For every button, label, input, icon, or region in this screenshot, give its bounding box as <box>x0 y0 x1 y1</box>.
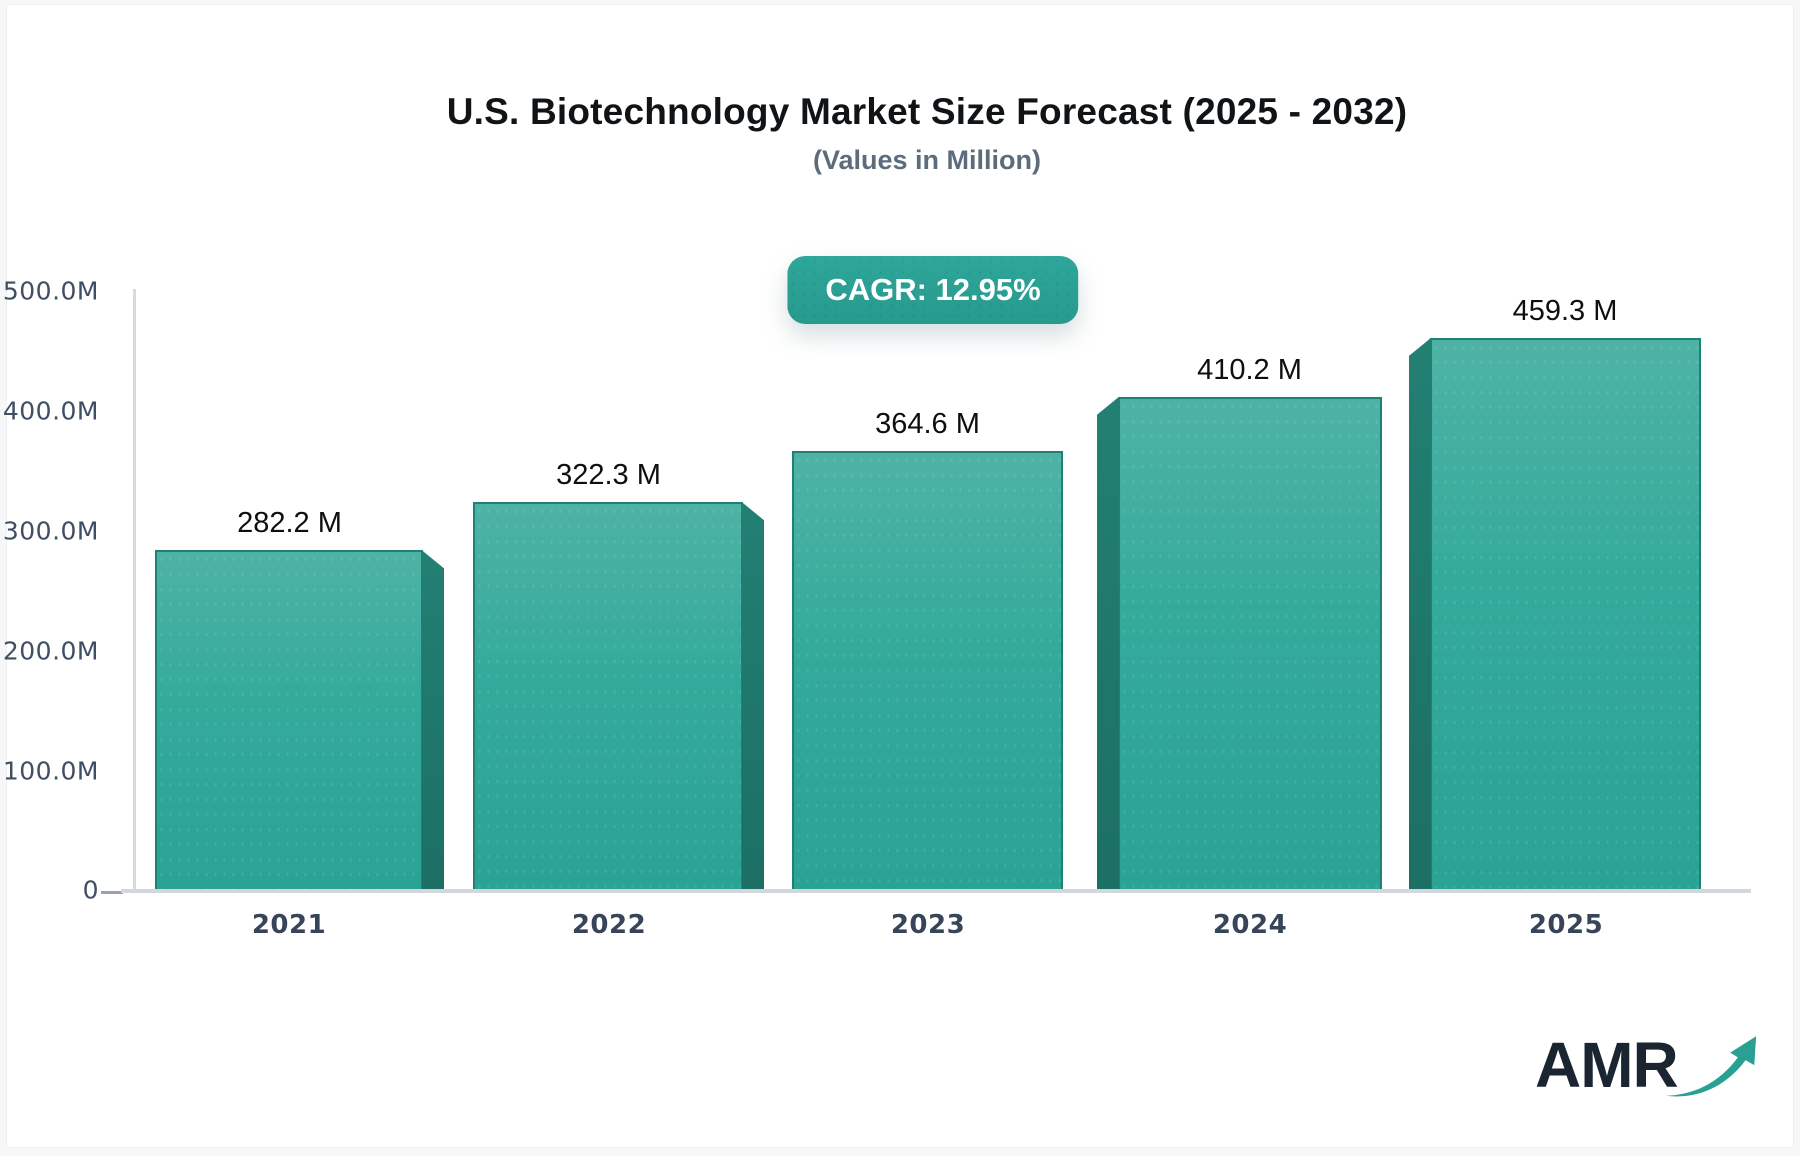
bar-group-2023: 364.6 M <box>792 289 1063 889</box>
bar-face <box>155 550 423 889</box>
chart-canvas: U.S. Biotechnology Market Size Forecast … <box>3 4 1794 1148</box>
bar-value-label: 459.3 M <box>1512 294 1618 327</box>
y-axis-tick-labels: 500.0M 400.0M 300.0M 200.0M 100.0M 0 <box>3 277 99 905</box>
bar-2021: 282.2 M <box>155 507 444 889</box>
zero-tick-mark <box>101 891 123 894</box>
bar-2023: 364.6 M <box>792 408 1063 889</box>
bar-2022: 322.3 M <box>473 459 764 889</box>
x-tick-label: 2024 <box>1212 910 1288 940</box>
chart-title: U.S. Biotechnology Market Size Forecast … <box>446 91 1408 132</box>
bar-3d-side <box>422 550 444 889</box>
x-axis-tick-labels: 2021 2022 2023 2024 2025 <box>133 910 1751 950</box>
x-axis-line <box>121 889 1751 893</box>
bar-value-label: 364.6 M <box>875 408 980 441</box>
bar-face <box>1118 396 1382 889</box>
amr-logo-text: AMR <box>1535 1029 1679 1101</box>
x-tick-label: 2022 <box>571 910 647 940</box>
bar-group-2024: 410.2 M <box>1097 289 1382 889</box>
amr-logo: AMR <box>1535 1033 1760 1103</box>
y-tick-label: 100.0M <box>2 756 99 786</box>
bar-face <box>1430 337 1701 889</box>
plot-area: 282.2 M 322.3 M 364.6 M 410.2 M <box>101 289 1751 894</box>
bar-face <box>473 502 743 889</box>
bar-2024: 410.2 M <box>1097 354 1382 889</box>
cagr-badge: CAGR: 12.95% <box>787 256 1078 324</box>
bar-3d-side <box>742 502 764 889</box>
bar-group-2021: 282.2 M <box>155 289 444 889</box>
bar-3d-side <box>1097 396 1119 889</box>
bar-value-label: 322.3 M <box>556 459 661 492</box>
y-tick-label: 300.0M <box>2 516 99 546</box>
bar-2025: 459.3 M <box>1409 295 1701 889</box>
x-tick-label: 2021 <box>251 910 327 940</box>
y-axis-line <box>133 289 136 893</box>
chart-subtitle: (Values in Million) <box>812 145 1042 175</box>
y-tick-label: 0 <box>82 875 99 905</box>
x-tick-label: 2023 <box>890 910 966 940</box>
upward-trend-arrow-icon <box>1665 1036 1756 1097</box>
bar-face <box>792 451 1063 889</box>
bar-3d-side <box>1409 337 1431 889</box>
bar-value-label: 410.2 M <box>1197 353 1302 386</box>
y-tick-label: 500.0M <box>2 276 99 306</box>
y-tick-label: 200.0M <box>2 636 99 666</box>
x-tick-label: 2025 <box>1528 910 1604 940</box>
bar-value-label: 282.2 M <box>237 507 342 540</box>
y-tick-label: 400.0M <box>2 396 99 426</box>
bar-group-2025: 459.3 M <box>1409 289 1701 889</box>
bar-group-2022: 322.3 M <box>473 289 764 889</box>
